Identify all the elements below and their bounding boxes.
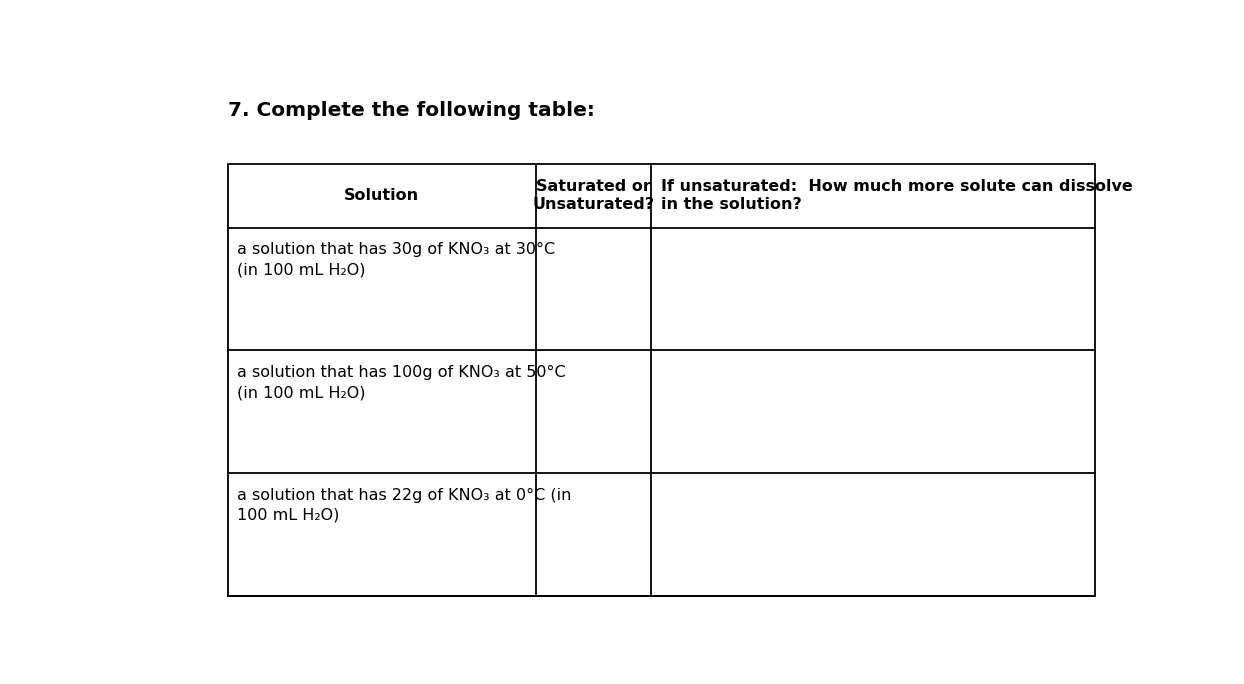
Text: a solution that has 100g of KNO₃ at 50°C: a solution that has 100g of KNO₃ at 50°C [238, 365, 566, 380]
Text: Saturated or
Unsaturated?: Saturated or Unsaturated? [532, 179, 654, 212]
Text: Solution: Solution [345, 188, 419, 203]
Text: (in 100 mL H₂O): (in 100 mL H₂O) [238, 385, 366, 400]
Text: 100 mL H₂O): 100 mL H₂O) [238, 508, 340, 523]
Text: 7. Complete the following table:: 7. Complete the following table: [228, 101, 595, 120]
Text: a solution that has 30g of KNO₃ at 30°C: a solution that has 30g of KNO₃ at 30°C [238, 242, 556, 257]
Text: (in 100 mL H₂O): (in 100 mL H₂O) [238, 263, 366, 278]
Text: a solution that has 22g of KNO₃ at 0°C (in: a solution that has 22g of KNO₃ at 0°C (… [238, 488, 572, 503]
Text: If unsaturated:  How much more solute can dissolve
in the solution?: If unsaturated: How much more solute can… [661, 179, 1132, 212]
